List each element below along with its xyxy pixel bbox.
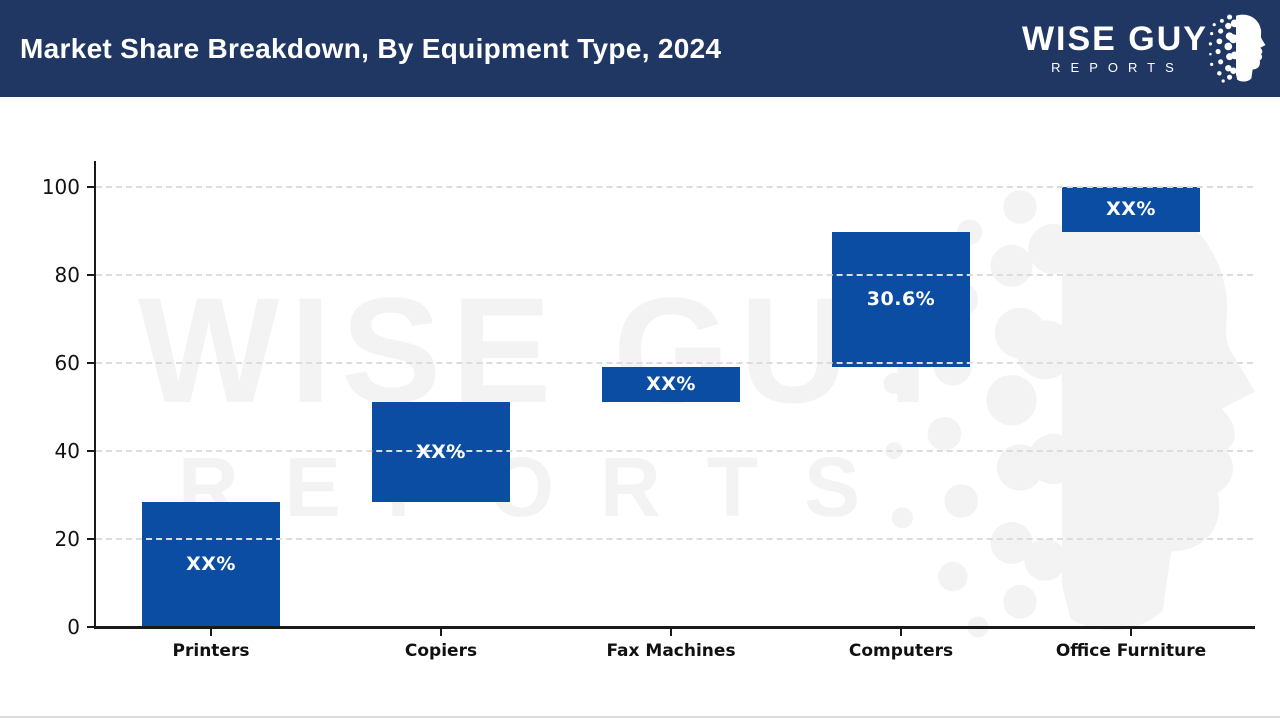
- bar-printers: [142, 501, 280, 627]
- y-axis-tick-label-20: 20: [54, 527, 80, 551]
- y-axis-tick-80: [87, 274, 94, 276]
- bar-office-furniture: [1062, 187, 1200, 232]
- y-axis-tick-label-40: 40: [54, 439, 80, 463]
- x-axis-label-fax-machines: Fax Machines: [606, 641, 736, 661]
- page-title: Market Share Breakdown, By Equipment Typ…: [20, 32, 722, 64]
- chart-canvas: WISE GUY REPORTS 0 20 40 60 80 100 XX% Printers…: [0, 97, 1280, 720]
- gridline-40: [96, 450, 1253, 452]
- y-axis-tick-20: [87, 538, 94, 540]
- y-axis-tick-0: [87, 626, 94, 628]
- y-axis-tick-label-80: 80: [54, 263, 80, 287]
- brand-subname: REPORTS: [1051, 60, 1184, 75]
- dotted-head-icon: [1208, 13, 1266, 83]
- x-axis-label-printers: Printers: [172, 641, 250, 661]
- y-axis-tick-100: [87, 186, 94, 188]
- y-axis-line: [94, 161, 96, 628]
- y-axis-tick-40: [87, 450, 94, 452]
- brand-logo-text: WISE GUY REPORTS: [1022, 22, 1208, 75]
- bottom-divider-line: [0, 716, 1280, 718]
- x-axis-label-office-furniture: Office Furniture: [1055, 641, 1207, 661]
- x-axis-tick-copiers: [440, 629, 442, 636]
- bar-fax-machines: [602, 366, 740, 402]
- x-axis-tick-fax-machines: [670, 629, 672, 636]
- gridline-80: [96, 274, 1253, 276]
- gridline-60: [96, 362, 1253, 364]
- x-axis-line: [94, 626, 1255, 629]
- watermark-text-line2: REPORTS: [178, 440, 907, 534]
- brand-name: WISE GUY: [1021, 20, 1208, 58]
- header-bar: Market Share Breakdown, By Equipment Typ…: [0, 0, 1280, 97]
- gridline-20: [96, 538, 1253, 540]
- x-axis-tick-computers: [900, 629, 902, 636]
- y-axis-tick-60: [87, 362, 94, 364]
- bar-computers: [832, 231, 970, 367]
- x-axis-label-copiers: Copiers: [404, 641, 478, 661]
- y-axis-tick-label-0: 0: [67, 615, 80, 639]
- brand-logo: WISE GUY REPORTS: [1022, 10, 1280, 88]
- y-axis-tick-label-60: 60: [54, 351, 80, 375]
- x-axis-tick-printers: [210, 629, 212, 636]
- y-axis-tick-label-100: 100: [41, 175, 80, 199]
- x-axis-label-computers: Computers: [848, 641, 954, 661]
- watermark-text-line1: WISE GUY: [138, 266, 969, 434]
- gridline-100: [96, 186, 1253, 188]
- watermark-head-icon: [883, 190, 1256, 638]
- x-axis-tick-office-furniture: [1130, 629, 1132, 636]
